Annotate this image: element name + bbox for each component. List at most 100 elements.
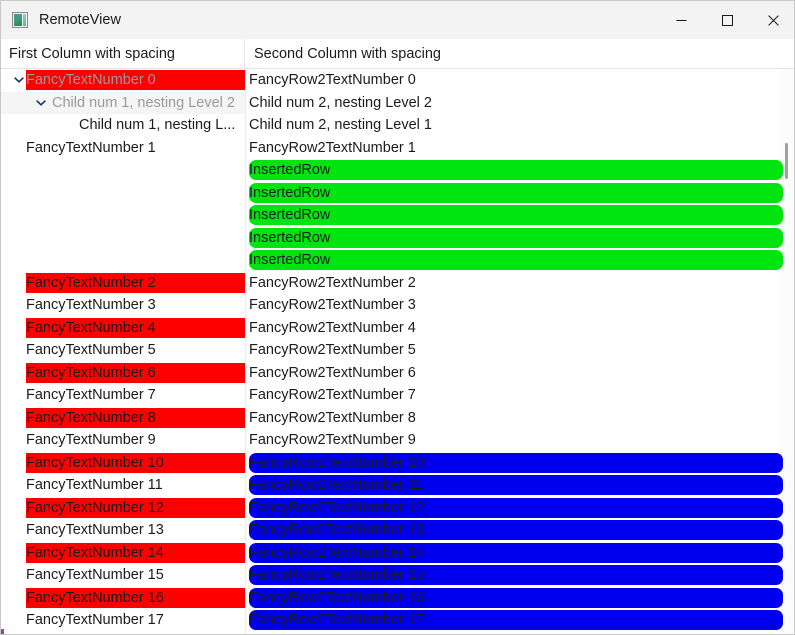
row-expand-toggle[interactable] bbox=[13, 69, 25, 92]
row-cell-second[interactable]: FancyRow2TextNumber 13 bbox=[246, 519, 794, 542]
table-row[interactable]: FancyTextNumber 8 FancyRow2TextNumber 8 bbox=[1, 407, 794, 430]
row-cell-second[interactable]: FancyRow2TextNumber 9 bbox=[246, 429, 794, 452]
row-cell-second[interactable]: FancyRow2TextNumber 15 bbox=[246, 564, 794, 587]
row-cell-first[interactable]: FancyTextNumber 16 bbox=[1, 587, 245, 610]
table-row[interactable]: FancyTextNumber 16 FancyRow2TextNumber 16 bbox=[1, 587, 794, 610]
row-highlight-blue bbox=[249, 520, 783, 540]
table-row[interactable]: FancyTextNumber 5 FancyRow2TextNumber 5 bbox=[1, 339, 794, 362]
maximize-button[interactable] bbox=[704, 1, 750, 39]
row-cell-second[interactable]: FancyRow2TextNumber 4 bbox=[246, 317, 794, 340]
column-divider[interactable] bbox=[245, 69, 246, 634]
column-header-first[interactable]: First Column with spacing bbox=[1, 39, 245, 68]
row-highlight-red bbox=[26, 70, 245, 90]
row-cell-first[interactable]: FancyTextNumber 3 bbox=[1, 294, 245, 317]
row-cell-first[interactable]: FancyTextNumber 7 bbox=[1, 384, 245, 407]
row-cell-first[interactable]: FancyTextNumber 17 bbox=[1, 609, 245, 632]
row-cell-first[interactable] bbox=[1, 227, 245, 250]
row-cell-second[interactable]: InsertedRow bbox=[246, 204, 794, 227]
row-cell-second[interactable]: FancyRow2TextNumber 11 bbox=[246, 474, 794, 497]
row-cell-second[interactable]: FancyRow2TextNumber 16 bbox=[246, 587, 794, 610]
row-cell-first[interactable]: FancyTextNumber 15 bbox=[1, 564, 245, 587]
row-cell-second[interactable]: InsertedRow bbox=[246, 182, 794, 205]
table-row[interactable]: FancyTextNumber 7 FancyRow2TextNumber 7 bbox=[1, 384, 794, 407]
table-row[interactable]: FancyTextNumber 9 FancyRow2TextNumber 9 bbox=[1, 429, 794, 452]
row-cell-second[interactable]: FancyRow2TextNumber 12 bbox=[246, 497, 794, 520]
row-cell-first[interactable]: FancyTextNumber 14 bbox=[1, 542, 245, 565]
row-cell-first[interactable]: FancyTextNumber 6 bbox=[1, 362, 245, 385]
row-cell-second[interactable]: InsertedRow bbox=[246, 227, 794, 250]
row-cell-second[interactable]: FancyRow2TextNumber 0 bbox=[246, 69, 794, 92]
row-cell-second[interactable]: FancyRow2TextNumber 6 bbox=[246, 362, 794, 385]
row-label-second: FancyRow2TextNumber 3 bbox=[249, 297, 416, 314]
row-label-second: FancyRow2TextNumber 10 bbox=[249, 454, 424, 471]
vertical-scrollbar[interactable] bbox=[781, 69, 793, 634]
row-cell-second[interactable]: FancyRow2TextNumber 2 bbox=[246, 272, 794, 295]
row-label-first: FancyTextNumber 5 bbox=[26, 342, 156, 359]
row-label-first: FancyTextNumber 2 bbox=[26, 274, 156, 291]
row-cell-first[interactable] bbox=[1, 182, 245, 205]
row-cell-first[interactable] bbox=[1, 204, 245, 227]
row-cell-second[interactable]: FancyRow2TextNumber 1 bbox=[246, 137, 794, 160]
table-row[interactable]: FancyTextNumber 11 FancyRow2TextNumber 11 bbox=[1, 474, 794, 497]
row-highlight-green bbox=[249, 250, 783, 270]
row-cell-first[interactable]: FancyTextNumber 0 bbox=[1, 69, 245, 92]
row-cell-first[interactable] bbox=[1, 249, 245, 272]
table-row[interactable]: FancyTextNumber 15 FancyRow2TextNumber 15 bbox=[1, 564, 794, 587]
column-header-second[interactable]: Second Column with spacing bbox=[254, 45, 441, 62]
row-highlight-blue bbox=[249, 565, 783, 585]
window-controls bbox=[658, 1, 794, 39]
table-row[interactable]: FancyTextNumber 12 FancyRow2TextNumber 12 bbox=[1, 497, 794, 520]
row-cell-first[interactable]: FancyTextNumber 8 bbox=[1, 407, 245, 430]
table-row[interactable]: FancyTextNumber 1 FancyRow2TextNumber 1 bbox=[1, 137, 794, 160]
vertical-scrollbar-thumb[interactable] bbox=[785, 143, 788, 179]
table-row[interactable]: FancyTextNumber 13 FancyRow2TextNumber 13 bbox=[1, 519, 794, 542]
row-cell-first[interactable] bbox=[1, 159, 245, 182]
table-row[interactable]: InsertedRow bbox=[1, 182, 794, 205]
table-row[interactable]: InsertedRow bbox=[1, 159, 794, 182]
row-cell-second[interactable]: InsertedRow bbox=[246, 249, 794, 272]
close-button[interactable] bbox=[750, 1, 794, 39]
table-row[interactable]: FancyTextNumber 4 FancyRow2TextNumber 4 bbox=[1, 317, 794, 340]
row-cell-second[interactable]: FancyRow2TextNumber 17 bbox=[246, 609, 794, 632]
row-cell-first[interactable]: Child num 1, nesting Level 2 bbox=[1, 92, 245, 115]
row-cell-first[interactable]: FancyTextNumber 13 bbox=[1, 519, 245, 542]
table-row[interactable]: FancyTextNumber 0 FancyRow2TextNumber 0 bbox=[1, 69, 794, 92]
row-cell-first[interactable]: FancyTextNumber 10 bbox=[1, 452, 245, 475]
table-row[interactable]: FancyTextNumber 14 FancyRow2TextNumber 14 bbox=[1, 542, 794, 565]
table-row[interactable]: InsertedRow bbox=[1, 249, 794, 272]
row-label-second: FancyRow2TextNumber 16 bbox=[249, 589, 424, 606]
row-cell-second[interactable]: FancyRow2TextNumber 7 bbox=[246, 384, 794, 407]
minimize-button[interactable] bbox=[658, 1, 704, 39]
row-cell-first[interactable]: FancyTextNumber 4 bbox=[1, 317, 245, 340]
row-cell-second[interactable]: FancyRow2TextNumber 3 bbox=[246, 294, 794, 317]
row-highlight-green bbox=[249, 227, 783, 248]
row-cell-second[interactable]: FancyRow2TextNumber 10 bbox=[246, 452, 794, 475]
row-highlight-green bbox=[249, 160, 783, 180]
row-label-first: FancyTextNumber 16 bbox=[26, 589, 164, 606]
row-cell-second[interactable]: InsertedRow bbox=[246, 159, 794, 182]
row-highlight-blue bbox=[249, 497, 783, 518]
table-row[interactable]: FancyTextNumber 6 FancyRow2TextNumber 6 bbox=[1, 362, 794, 385]
table-row[interactable]: FancyTextNumber 10 FancyRow2TextNumber 10 bbox=[1, 452, 794, 475]
row-cell-second[interactable]: FancyRow2TextNumber 5 bbox=[246, 339, 794, 362]
table-row[interactable]: InsertedRow bbox=[1, 204, 794, 227]
table-row[interactable]: Child num 1, nesting L... Child num 2, ne… bbox=[1, 114, 794, 137]
table-row[interactable]: FancyTextNumber 2 FancyRow2TextNumber 2 bbox=[1, 272, 794, 295]
row-expand-toggle[interactable] bbox=[35, 92, 47, 115]
row-cell-first[interactable]: FancyTextNumber 1 bbox=[1, 137, 245, 160]
row-cell-second[interactable]: FancyRow2TextNumber 8 bbox=[246, 407, 794, 430]
row-cell-first[interactable]: FancyTextNumber 5 bbox=[1, 339, 245, 362]
table-row[interactable]: InsertedRow bbox=[1, 227, 794, 250]
row-cell-first[interactable]: FancyTextNumber 9 bbox=[1, 429, 245, 452]
row-cell-first[interactable]: Child num 1, nesting L... bbox=[1, 114, 245, 137]
row-cell-first[interactable]: FancyTextNumber 11 bbox=[1, 474, 245, 497]
row-cell-second[interactable]: Child num 2, nesting Level 2 bbox=[246, 92, 794, 115]
row-cell-second[interactable]: FancyRow2TextNumber 14 bbox=[246, 542, 794, 565]
table-row[interactable]: FancyTextNumber 3 FancyRow2TextNumber 3 bbox=[1, 294, 794, 317]
table-row[interactable]: Child num 1, nesting Level 2 Child num 2,… bbox=[1, 91, 794, 115]
row-cell-first[interactable]: FancyTextNumber 2 bbox=[1, 272, 245, 295]
row-cell-second[interactable]: Child num 2, nesting Level 1 bbox=[246, 114, 794, 137]
table-row[interactable]: FancyTextNumber 17 FancyRow2TextNumber 17 bbox=[1, 609, 794, 632]
row-cell-first[interactable]: FancyTextNumber 12 bbox=[1, 497, 245, 520]
